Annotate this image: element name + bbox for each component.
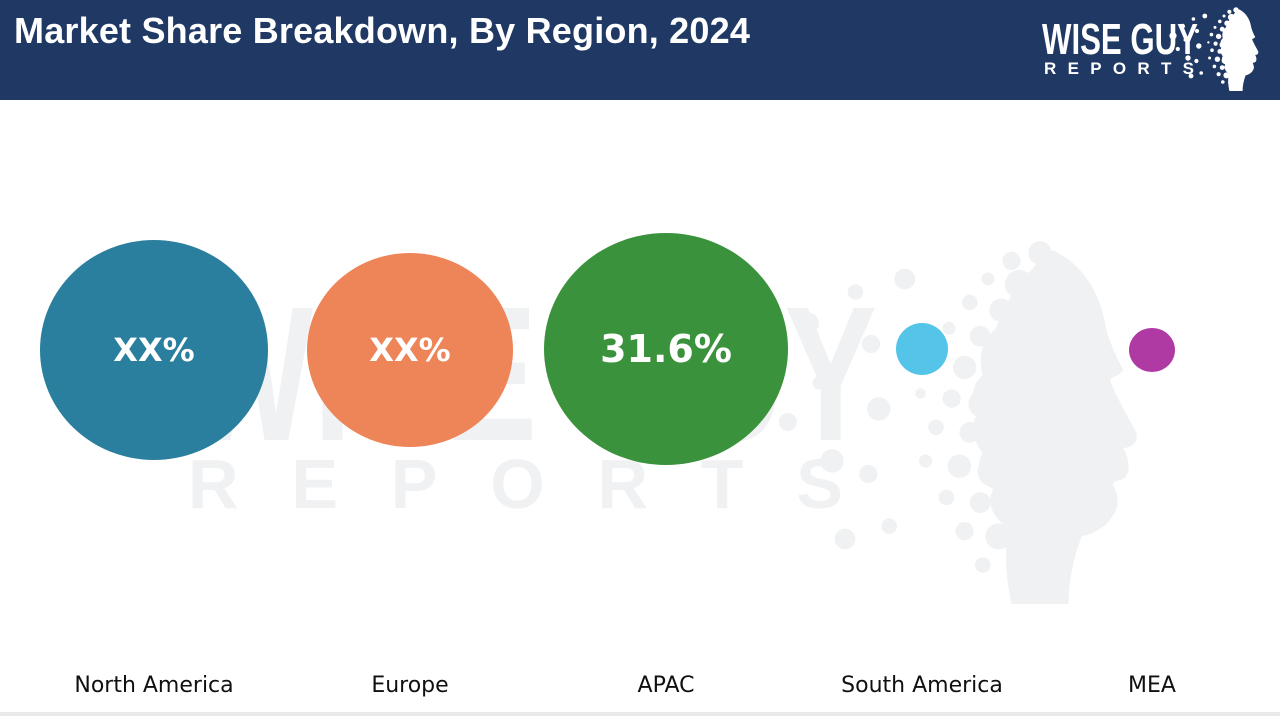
bubble-value-label: XX%: [369, 331, 451, 369]
bubble-chart: WISE GUY REPORTS XX% North America XX% Europ…: [0, 100, 1280, 716]
bubble-north-america: XX%: [40, 240, 268, 460]
wiseguy-head-profile-icon: [751, 241, 1137, 604]
header-bar: Market Share Breakdown, By Region, 2024 …: [0, 0, 1280, 100]
bubble-value-label: XX%: [113, 331, 195, 369]
bubble-value-label: 31.6%: [600, 327, 732, 371]
wiseguy-head-profile-icon: [1169, 7, 1259, 91]
bubble-south-america: [896, 323, 948, 375]
page-title: Market Share Breakdown, By Region, 2024: [14, 10, 751, 51]
bubble-mea: [1129, 328, 1175, 372]
category-label-apac: APAC: [637, 673, 695, 698]
category-label-europe: Europe: [371, 673, 449, 698]
footer-strip: [0, 712, 1280, 716]
bubble-apac: 31.6%: [544, 233, 788, 465]
category-label-north-america: North America: [74, 673, 234, 698]
svg-text:REPORTS: REPORTS: [188, 445, 843, 523]
category-label-south-america: South America: [841, 673, 1003, 698]
bubble-europe: XX%: [307, 253, 513, 447]
svg-text:WISE GUY: WISE GUY: [1042, 15, 1198, 64]
category-label-mea: MEA: [1128, 673, 1176, 698]
